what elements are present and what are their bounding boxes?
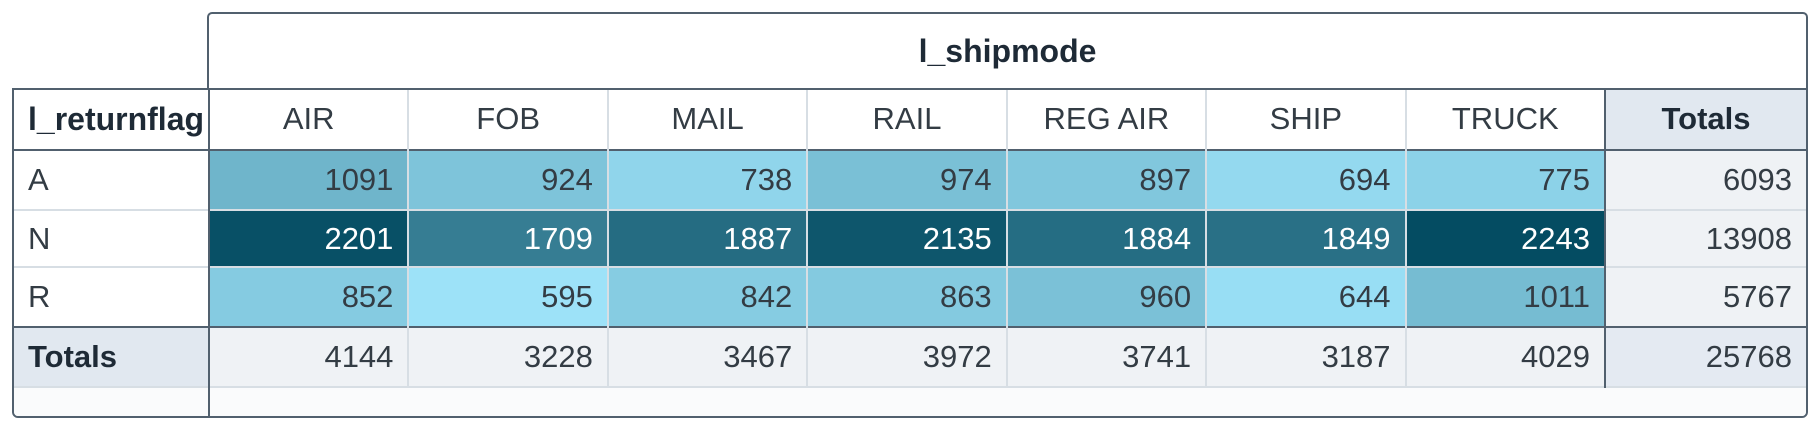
pivot-corner-spacer [12,12,205,88]
cell-r-rail[interactable]: 863 [806,266,1007,328]
column-header-ship[interactable]: SHIP [1205,90,1406,150]
cell-a-reg-air[interactable]: 897 [1005,148,1207,210]
cell-a-rail[interactable]: 974 [806,148,1007,210]
cell-r-air[interactable]: 852 [207,266,409,328]
totals-row: Totals 4144 3228 3467 3972 3741 3187 4029 25768 [14,326,1806,388]
pivot-table-container: l_shipmode l_returnflag AIR FOB MAIL RAIL RE… [12,12,1808,418]
cell-r-truck[interactable]: 1011 [1404,266,1605,328]
column-total-ship[interactable]: 3187 [1205,326,1406,388]
column-header-totals[interactable]: Totals [1604,90,1806,150]
cell-n-rail[interactable]: 2135 [806,208,1007,268]
cell-r-reg-air[interactable]: 960 [1005,266,1207,328]
column-header-mail[interactable]: MAIL [606,90,808,150]
column-total-fob[interactable]: 3228 [407,326,608,388]
row-total-r[interactable]: 5767 [1604,266,1806,328]
cell-a-ship[interactable]: 694 [1205,148,1406,210]
grand-total[interactable]: 25768 [1604,326,1806,388]
column-header-fob[interactable]: FOB [407,90,608,150]
row-header-a[interactable]: A [14,148,209,210]
row-dimension-header: l_returnflag [14,90,209,150]
cell-a-mail[interactable]: 738 [606,148,808,210]
cell-r-ship[interactable]: 644 [1205,266,1406,328]
column-dimension-label: l_shipmode [918,32,1097,69]
column-total-rail[interactable]: 3972 [806,326,1007,388]
cell-n-reg-air[interactable]: 1884 [1005,208,1207,268]
row-total-a[interactable]: 6093 [1604,148,1806,210]
row-header-r[interactable]: R [14,266,209,328]
column-header-row: l_returnflag AIR FOB MAIL RAIL REG AIR SHIP TR… [14,90,1806,150]
footer-right-cell [208,386,1806,416]
row-header-totals[interactable]: Totals [14,326,209,388]
row-total-n[interactable]: 13908 [1604,208,1806,268]
table-row-a: A 1091 924 738 974 897 694 775 6093 [14,148,1806,210]
table-row-r: R 852 595 842 863 960 644 1011 5767 [14,266,1806,328]
cell-n-air[interactable]: 2201 [207,208,409,268]
cell-n-ship[interactable]: 1849 [1205,208,1406,268]
cell-n-fob[interactable]: 1709 [407,208,608,268]
column-total-reg-air[interactable]: 3741 [1005,326,1207,388]
cell-r-mail[interactable]: 842 [606,266,808,328]
table-row-n: N 2201 1709 1887 2135 1884 1849 2243 13908 [14,208,1806,268]
column-header-reg-air[interactable]: REG AIR [1005,90,1207,150]
row-header-n[interactable]: N [14,208,209,268]
cell-a-fob[interactable]: 924 [407,148,608,210]
footer-left-cell [14,386,209,416]
cell-r-fob[interactable]: 595 [407,266,608,328]
column-header-truck[interactable]: TRUCK [1404,90,1605,150]
pivot-table-shell: l_returnflag AIR FOB MAIL RAIL REG AIR SHIP TR… [12,88,1808,418]
cell-n-truck[interactable]: 2243 [1404,208,1605,268]
cell-a-truck[interactable]: 775 [1404,148,1605,210]
cell-n-mail[interactable]: 1887 [606,208,808,268]
footer-row [14,386,1806,416]
pivot-table: l_returnflag AIR FOB MAIL RAIL REG AIR SHIP TR… [14,90,1806,416]
column-header-air[interactable]: AIR [207,90,409,150]
cell-a-air[interactable]: 1091 [207,148,409,210]
column-total-truck[interactable]: 4029 [1404,326,1605,388]
column-dimension-header: l_shipmode [207,12,1808,88]
column-total-mail[interactable]: 3467 [606,326,808,388]
column-header-rail[interactable]: RAIL [806,90,1007,150]
column-total-air[interactable]: 4144 [207,326,409,388]
